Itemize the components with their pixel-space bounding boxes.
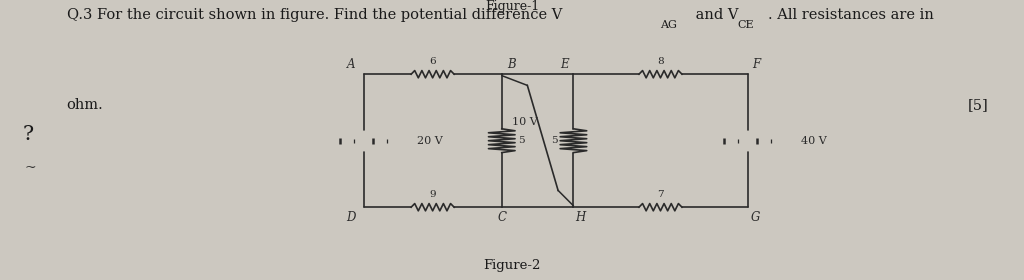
Text: 7: 7 [657,190,664,199]
Text: 10 V: 10 V [512,117,538,127]
Text: ohm.: ohm. [67,98,103,112]
Text: CE: CE [737,20,754,30]
Text: 9: 9 [429,190,436,199]
Text: C: C [498,211,506,224]
Text: B: B [507,58,515,71]
Text: Q.3 For the circuit shown in figure. Find the potential difference V: Q.3 For the circuit shown in figure. Fin… [67,8,562,22]
Text: D: D [346,211,355,224]
Text: 5: 5 [551,136,557,145]
Text: G: G [751,211,760,224]
Text: ~: ~ [25,161,36,175]
Text: ?: ? [23,125,34,144]
Text: 8: 8 [657,57,664,66]
Text: Figure-2: Figure-2 [483,259,541,272]
Text: [5]: [5] [968,98,988,112]
Text: H: H [575,211,586,224]
Text: F: F [753,58,761,71]
Text: Figure-1: Figure-1 [485,0,539,13]
Text: AG: AG [660,20,677,30]
Text: and V: and V [691,8,738,22]
Text: 6: 6 [429,57,436,66]
Text: A: A [347,58,355,71]
Text: 20 V: 20 V [417,136,442,146]
Text: 40 V: 40 V [801,136,826,146]
Text: E: E [560,58,568,71]
Text: . All resistances are in: . All resistances are in [768,8,934,22]
Text: 5: 5 [518,136,524,145]
